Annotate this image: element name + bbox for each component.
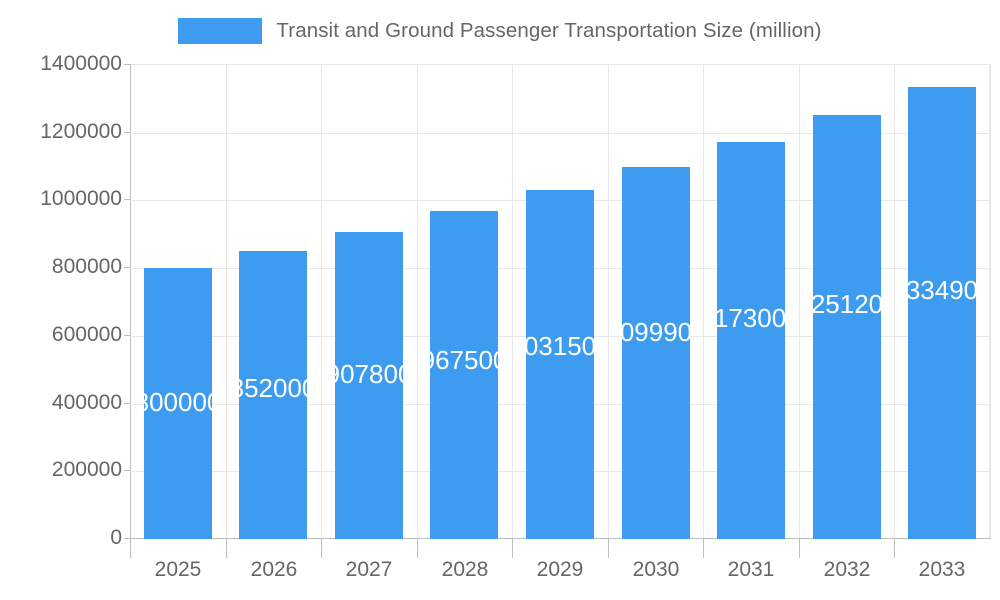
- bar[interactable]: 1099900: [622, 167, 690, 539]
- y-axis-tick-label: 1000000: [40, 187, 122, 211]
- bar-value-label: 800000: [144, 387, 212, 417]
- gridline-horizontal: [130, 133, 989, 134]
- bar[interactable]: 907800: [335, 232, 403, 539]
- chart-legend: Transit and Ground Passenger Transportat…: [0, 12, 1000, 50]
- gridline-vertical: [990, 65, 991, 538]
- bar[interactable]: 1251200: [813, 115, 881, 539]
- x-axis-tick-label: 2032: [823, 558, 871, 581]
- bar-value-label: 1334900: [908, 275, 976, 305]
- gridline-vertical: [894, 65, 895, 538]
- bar-value-label: 1031500: [526, 331, 594, 361]
- y-axis-tick-mark: [124, 403, 131, 404]
- x-axis-tick-mark: [894, 539, 895, 558]
- y-axis-tick-labels: 0 200000 400000 600000 800000 1000000 1200000 1…: [0, 0, 122, 600]
- bar[interactable]: 1173000: [717, 142, 785, 539]
- x-axis-tick-mark: [226, 539, 227, 558]
- y-axis-tick-mark: [124, 267, 131, 268]
- bar[interactable]: 967500: [430, 211, 498, 539]
- y-axis-tick-label: 0: [110, 526, 122, 549]
- x-axis-tick-mark: [321, 539, 322, 558]
- x-axis-tick-label: 2033: [918, 558, 966, 581]
- y-axis-tick-mark: [124, 132, 131, 133]
- x-axis-tick-mark: [512, 539, 513, 558]
- gridline-vertical: [417, 65, 418, 538]
- x-axis-tick-label: 2027: [345, 558, 393, 581]
- y-axis-tick-label: 1200000: [40, 119, 122, 143]
- x-axis-tick-label: 2026: [250, 558, 298, 581]
- x-axis-tick-label: 2028: [441, 558, 489, 581]
- x-axis-tick-mark: [799, 539, 800, 558]
- bar[interactable]: 1031500: [526, 190, 594, 539]
- x-axis-tick-mark: [130, 539, 131, 558]
- gridline-vertical: [703, 65, 704, 538]
- y-axis-tick-mark: [124, 64, 131, 65]
- x-axis-tick-label: 2029: [536, 558, 584, 581]
- gridline-vertical: [226, 65, 227, 538]
- legend-series-label[interactable]: Transit and Ground Passenger Transportat…: [276, 19, 822, 42]
- plot-area: 800000 852000 907800 967500 1031500 1099900 11…: [130, 64, 991, 539]
- bar-value-label: 852000: [239, 373, 307, 403]
- bar-value-label: 907800: [335, 359, 403, 389]
- y-axis-tick-label: 800000: [51, 255, 122, 279]
- bar-value-label: 1099900: [622, 317, 690, 347]
- gridline-vertical: [512, 65, 513, 538]
- y-axis-line: [130, 64, 131, 539]
- bar[interactable]: 852000: [239, 251, 307, 539]
- x-axis-tick-label: 2025: [154, 558, 202, 581]
- bar-value-label: 967500: [430, 345, 498, 375]
- x-axis-tick-label: 2030: [632, 558, 680, 581]
- gridline-vertical: [608, 65, 609, 538]
- y-axis-tick-mark: [124, 470, 131, 471]
- y-axis-tick-mark: [124, 538, 131, 539]
- bar-value-label: 1251200: [813, 289, 881, 319]
- x-axis-tick-mark: [608, 539, 609, 558]
- x-axis-tick-mark: [703, 539, 704, 558]
- legend-color-swatch[interactable]: [178, 18, 263, 44]
- y-axis-tick-label: 1400000: [40, 52, 122, 75]
- x-axis-tick-label: 2031: [727, 558, 775, 581]
- y-axis-tick-mark: [124, 199, 131, 200]
- y-axis-tick-label: 600000: [51, 322, 122, 346]
- y-axis-tick-label: 200000: [51, 458, 122, 482]
- y-axis-tick-mark: [124, 335, 131, 336]
- y-axis-tick-label: 400000: [51, 390, 122, 414]
- gridline-vertical: [321, 65, 322, 538]
- bar[interactable]: 800000: [144, 268, 212, 539]
- bar[interactable]: 1334900: [908, 87, 976, 539]
- gridline-vertical: [799, 65, 800, 538]
- bar-value-label: 1173000: [717, 303, 785, 333]
- x-axis-tick-mark: [417, 539, 418, 558]
